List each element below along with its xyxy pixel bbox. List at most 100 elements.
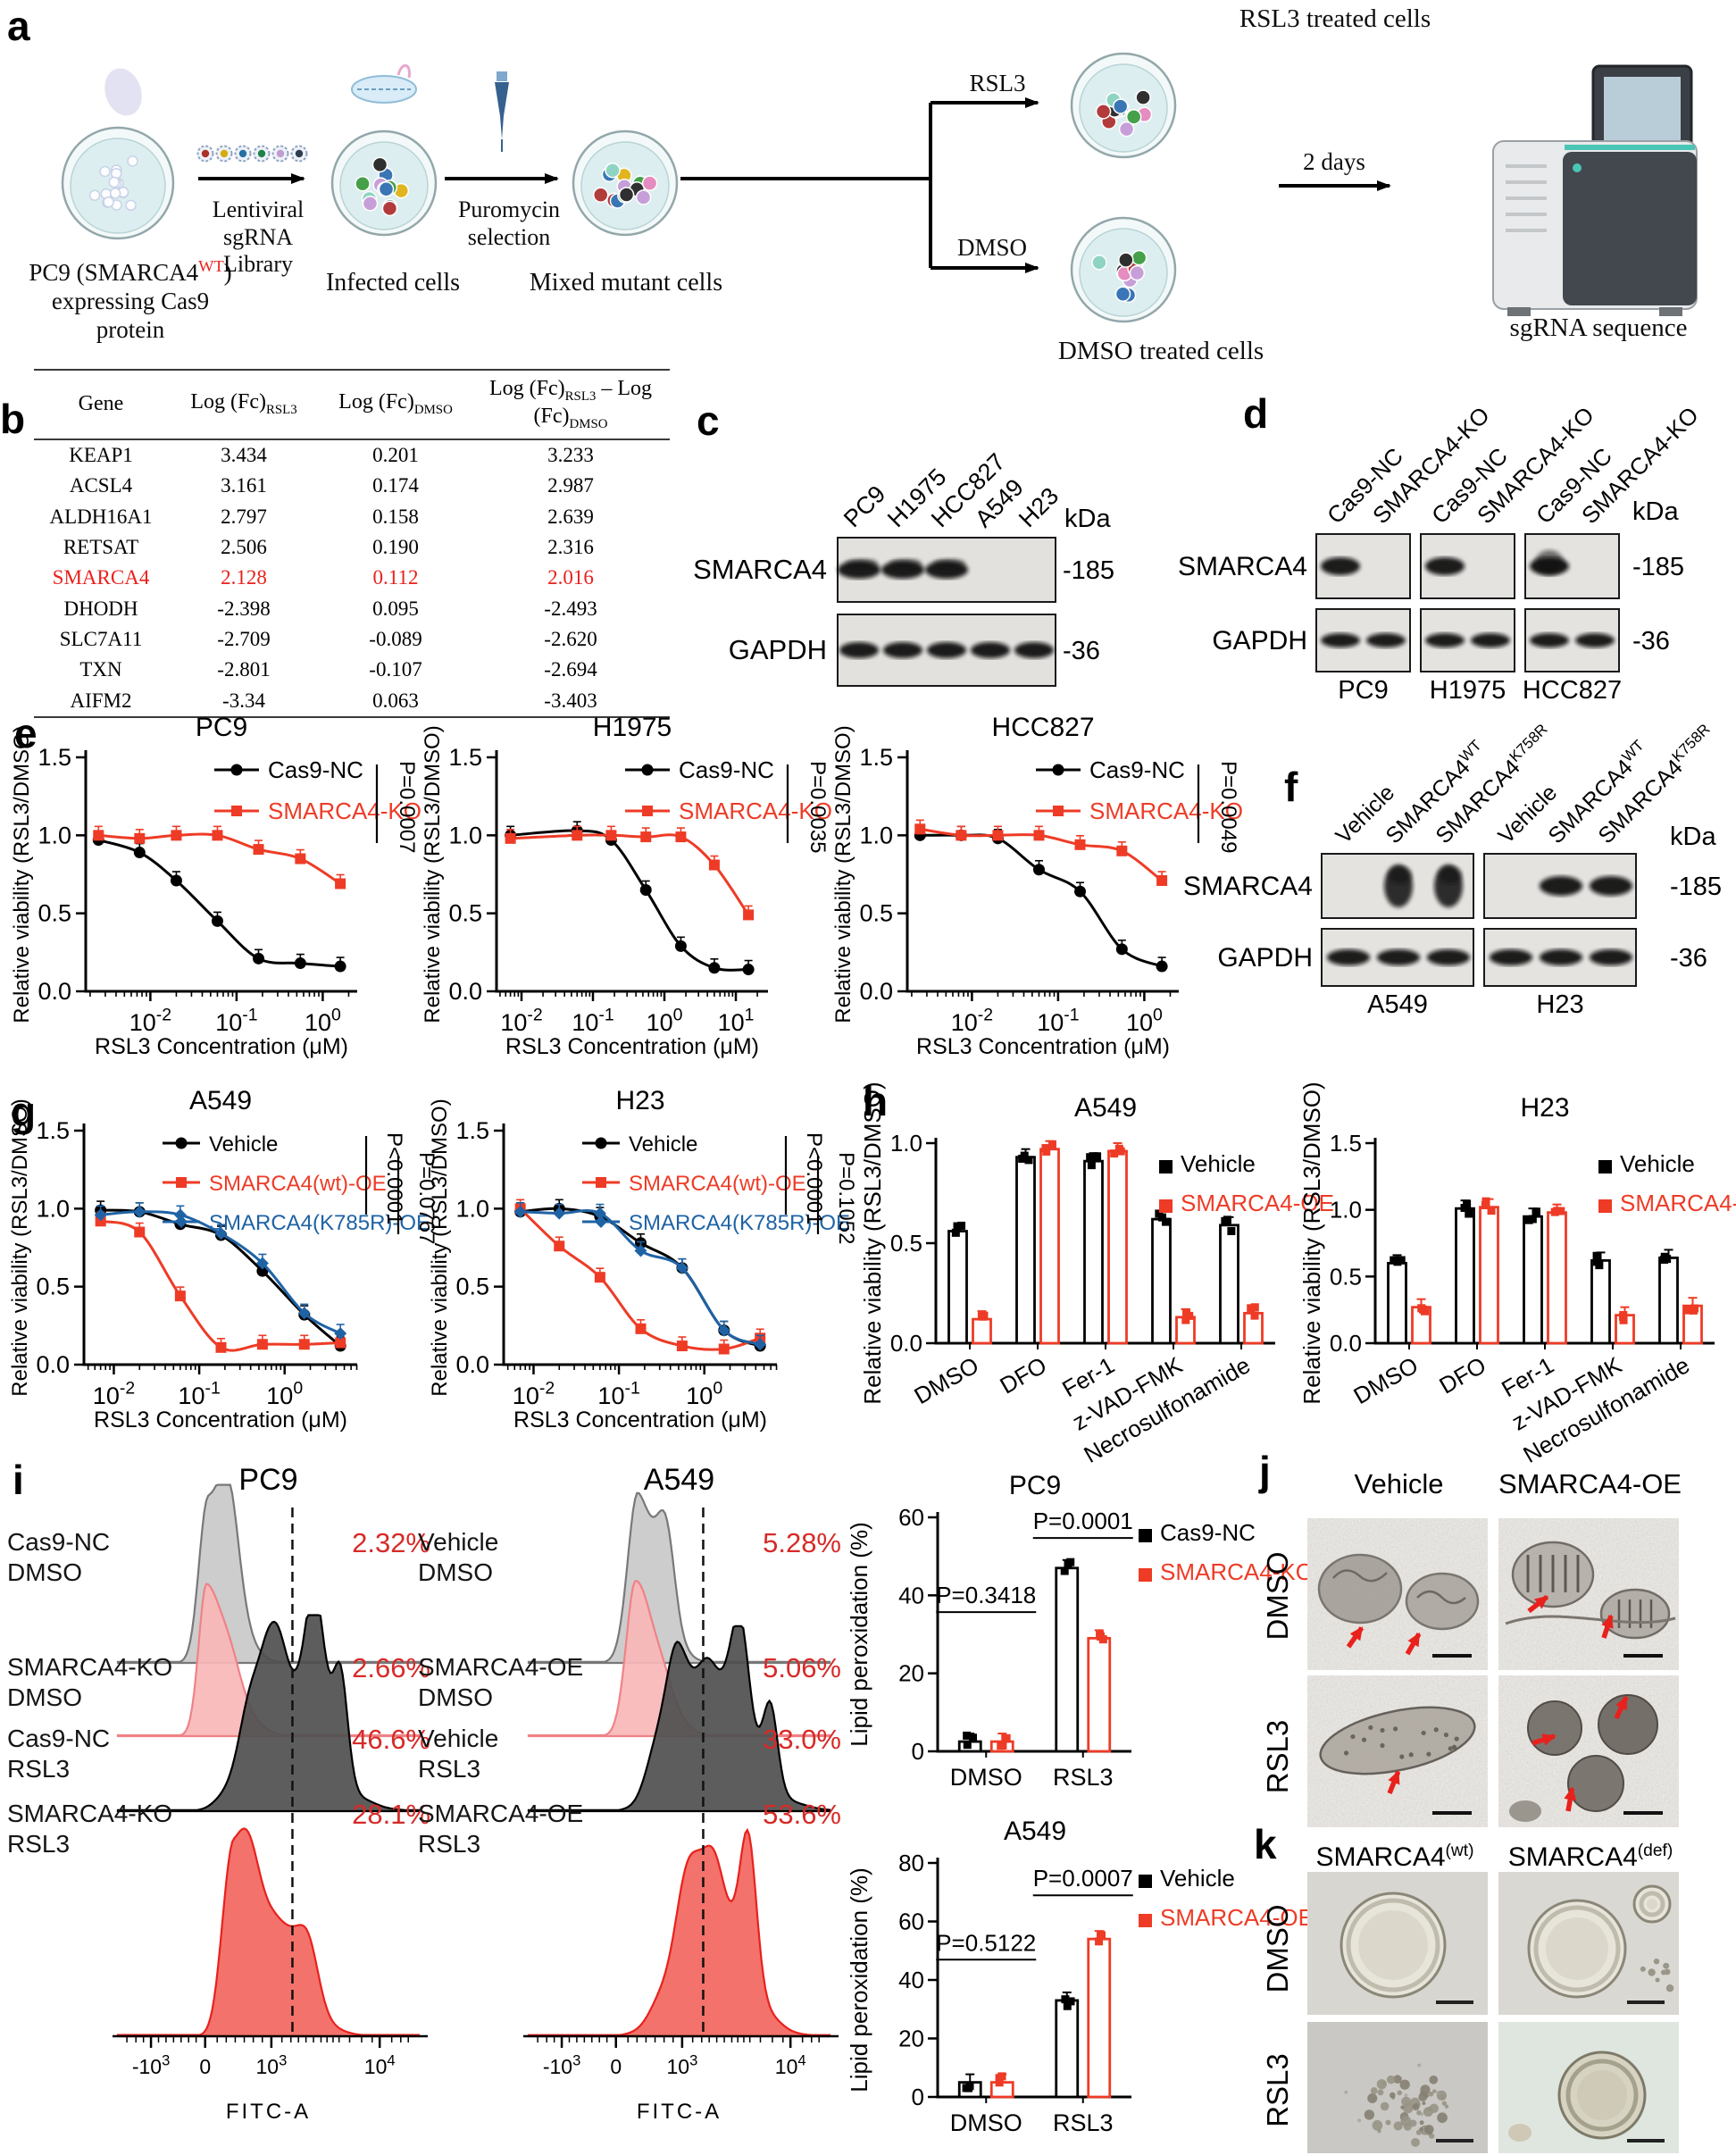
crispr-screen-schematic	[61, 52, 1698, 323]
svg-text:-36: -36	[1063, 637, 1100, 665]
panel-label-i: i	[13, 1457, 24, 1503]
svg-text:-185: -185	[1632, 553, 1684, 581]
svg-text:0.0: 0.0	[890, 1330, 922, 1357]
svg-text:kDa: kDa	[1670, 823, 1716, 851]
svg-text:P=0.0767: P=0.0767	[414, 1152, 438, 1244]
svg-text:0: 0	[912, 2084, 924, 2110]
svg-text:SMARCA4-OE: SMARCA4-OE	[1181, 1190, 1334, 1216]
svg-text:SMARCA4-KO: SMARCA4-KO	[1160, 1558, 1314, 1585]
svg-text:20: 20	[898, 2026, 924, 2052]
svg-text:PC9: PC9	[238, 1463, 297, 1497]
flow-histograms-pc9: PC9-103 0 103 104FITC-ACas9-NCDMSO2.32%SMAR…	[7, 1463, 430, 2124]
westernblot-overexpression: VehicleSMARCA4WTSMARCA4K758RA549VehicleS…	[1183, 721, 1722, 1019]
col-log-dmso: Log (Fc)DMSO	[320, 369, 472, 440]
svg-text:SMARCA4-OE: SMARCA4-OE	[418, 1800, 583, 1827]
svg-text:P=0.5122: P=0.5122	[936, 1929, 1036, 1956]
svg-text:0.5: 0.5	[455, 1274, 489, 1300]
svg-text:Cas9-NC: Cas9-NC	[679, 756, 774, 783]
svg-text:SMARCA4-KO: SMARCA4-KO	[7, 1800, 172, 1827]
svg-text:Vehicle: Vehicle	[418, 1725, 498, 1752]
svg-text:0.5: 0.5	[38, 900, 71, 927]
svg-text:P<0.0001: P<0.0001	[382, 1132, 406, 1224]
svg-text:Vehicle: Vehicle	[1160, 1865, 1235, 1892]
organoid-col-def: SMARCA4(def)	[1507, 1842, 1673, 1872]
svg-text:-185: -185	[1063, 556, 1114, 585]
svg-text:RSL3: RSL3	[418, 1755, 480, 1783]
svg-text:DMSO: DMSO	[7, 1683, 82, 1711]
svg-text:1.5: 1.5	[448, 744, 482, 771]
svg-text:0: 0	[912, 1738, 924, 1765]
svg-text:0.0: 0.0	[38, 978, 71, 1005]
svg-text:RSL3: RSL3	[1053, 1764, 1114, 1791]
svg-text:104: 104	[775, 2051, 806, 2078]
svg-text:H1975: H1975	[1430, 676, 1506, 705]
svg-text:5.28%: 5.28%	[763, 1527, 841, 1558]
svg-text:28.1%: 28.1%	[352, 1799, 430, 1830]
svg-text:40: 40	[898, 1582, 924, 1608]
svg-text:RSL3: RSL3	[7, 1755, 70, 1783]
svg-text:100: 100	[266, 1379, 303, 1409]
svg-text:Relative viability (RSL3/DMSO): Relative viability (RSL3/DMSO)	[428, 1098, 452, 1396]
svg-text:20: 20	[898, 1660, 924, 1687]
svg-text:2.66%: 2.66%	[352, 1652, 430, 1683]
svg-text:SMARCA4-OE: SMARCA4-OE	[418, 1653, 583, 1681]
svg-text:Vehicle: Vehicle	[418, 1528, 498, 1556]
svg-text:Cas9-NC: Cas9-NC	[7, 1725, 110, 1752]
svg-text:100: 100	[1126, 1006, 1163, 1036]
svg-text:10-1: 10-1	[178, 1379, 220, 1409]
svg-text:10-2: 10-2	[500, 1006, 542, 1036]
svg-text:GAPDH: GAPDH	[1212, 626, 1307, 656]
table-row: RETSAT 2.506 0.190 2.316	[63, 535, 594, 558]
table-row: AIFM2 -3.34 0.063 -3.403	[34, 685, 670, 718]
svg-text:SMARCA4: SMARCA4	[693, 554, 827, 585]
em-col-smarca4oe: SMARCA4-OE	[1498, 1468, 1682, 1499]
svg-text:10-2: 10-2	[93, 1379, 135, 1409]
svg-text:0.0: 0.0	[455, 1351, 489, 1378]
svg-text:1.0: 1.0	[448, 822, 482, 848]
svg-text:0: 0	[610, 2055, 622, 2078]
em-row-rsl3: RSL3	[1261, 1719, 1294, 1794]
svg-text:Relative viability (RSL3/DMSO): Relative viability (RSL3/DMSO)	[859, 1082, 886, 1404]
svg-text:P=0.0035: P=0.0035	[805, 761, 830, 853]
svg-text:A549: A549	[644, 1463, 714, 1497]
svg-text:0: 0	[199, 2055, 211, 2078]
library-label: Lentiviral sgRNA Library	[212, 196, 305, 278]
svg-text:A549: A549	[1074, 1093, 1137, 1123]
svg-text:kDa: kDa	[1632, 497, 1679, 526]
svg-text:Relative viability (RSL3/DMSO): Relative viability (RSL3/DMSO)	[8, 1098, 32, 1396]
svg-text:A549: A549	[1004, 1817, 1066, 1846]
organoid-row-rsl3: RSL3	[1261, 2053, 1294, 2127]
lipid-bars-pc9: PC9 Lipid peroxidation (%) 0 20 40 60 DMSO P=0.…	[846, 1471, 1314, 1791]
svg-text:1.0: 1.0	[36, 1195, 70, 1222]
puromycin-label: Puromycin selection	[457, 196, 561, 250]
svg-text:103: 103	[666, 2051, 697, 2078]
table-row: DHODH -2.398 0.095 -2.493	[63, 597, 597, 620]
svg-text:Vehicle: Vehicle	[1620, 1150, 1695, 1177]
svg-text:RSL3 Concentration (μM): RSL3 Concentration (μM)	[513, 1407, 767, 1432]
screen-hits-table: Gene Log (Fc)RSL3 Log (Fc)DMSO Log (Fc)R…	[34, 369, 670, 718]
svg-text:10-1: 10-1	[1037, 1006, 1079, 1036]
svg-text:H23: H23	[615, 1086, 664, 1115]
table-row: SMARCA4 2.128 0.112 2.016	[52, 566, 594, 589]
panel-label-d: d	[1243, 390, 1269, 437]
svg-text:40: 40	[898, 1967, 924, 1993]
svg-text:A549: A549	[189, 1086, 252, 1115]
table-row: ACSL4 3.161 0.174 2.987	[69, 474, 594, 497]
svg-text:DMSO: DMSO	[7, 1558, 82, 1586]
svg-text:DMSO: DMSO	[418, 1683, 493, 1711]
svg-text:PC9: PC9	[839, 480, 890, 532]
svg-text:RSL3: RSL3	[1053, 2109, 1114, 2136]
panel-label-j: j	[1259, 1448, 1271, 1494]
organoid-col-wt: SMARCA4(wt)	[1315, 1842, 1474, 1872]
svg-text:Cas9-NC: Cas9-NC	[1089, 756, 1185, 783]
svg-text:Lipid peroxidation (%): Lipid peroxidation (%)	[846, 1867, 872, 2092]
svg-text:SMARCA4-OE: SMARCA4-OE	[1620, 1190, 1736, 1216]
svg-text:Vehicle: Vehicle	[629, 1132, 697, 1157]
svg-text:SMARCA4: SMARCA4	[1183, 872, 1313, 901]
svg-text:10-2: 10-2	[129, 1006, 171, 1036]
svg-text:DMSO: DMSO	[950, 2109, 1022, 2136]
svg-text:0.0: 0.0	[448, 978, 482, 1005]
